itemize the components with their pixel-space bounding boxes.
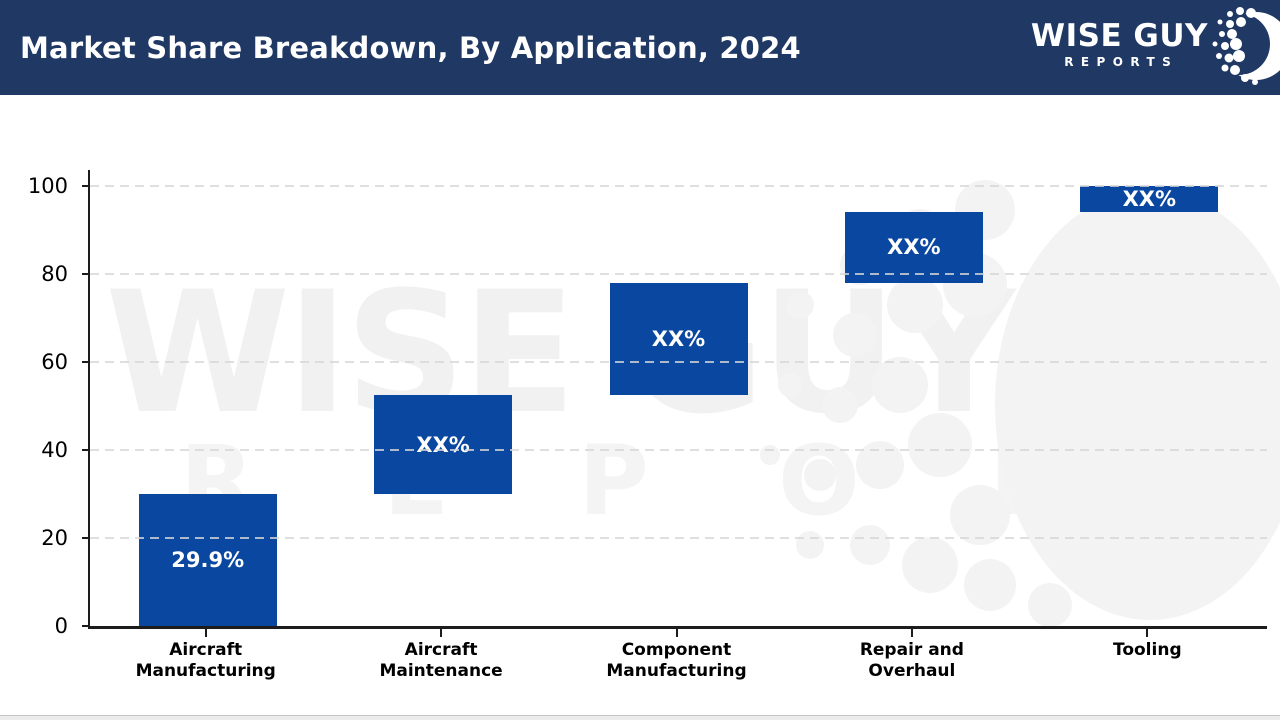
y-tick-mark-0 (82, 625, 89, 627)
bar-segment: XX% (1080, 185, 1219, 213)
wiseguy-face-icon (1208, 7, 1280, 85)
y-tick-label-80: 80 (41, 261, 68, 286)
y-tick-label-40: 40 (41, 437, 68, 462)
x-category-label: Aircraft Maintenance (379, 640, 503, 682)
bar-segment: XX% (374, 394, 513, 495)
wiseguy-logo: WISE GUY REPORTS (1030, 0, 1280, 95)
x-category-label: Repair and Overhaul (859, 640, 964, 682)
bar-value-label: XX% (887, 235, 941, 260)
page-title: Market Share Breakdown, By Application, … (20, 30, 801, 65)
gridline-100 (90, 184, 1267, 187)
gridline-60 (90, 360, 1267, 363)
bar-value-label: XX% (651, 326, 706, 351)
y-tick-mark-100 (82, 184, 89, 187)
logo-wiseguy-label: WISE GUY (1030, 18, 1208, 54)
x-category-label: Tooling (1112, 640, 1182, 660)
x-tick-mark (1146, 629, 1149, 637)
wiseguy-logo-text: WISE GUY REPORTS (1031, 20, 1208, 69)
plot-area: 29.9% XX% XX% XX% XX% (88, 170, 1267, 629)
x-category-label: Aircraft Manufacturing (135, 640, 276, 682)
gridline-40 (90, 448, 1267, 451)
y-axis-labels: 0 20 40 60 80 100 (0, 170, 82, 638)
x-tick-mark (440, 629, 443, 637)
bar-segment: 29.9% (138, 494, 277, 626)
y-tick-mark-40 (82, 448, 89, 451)
y-tick-label-0: 0 (54, 614, 68, 638)
gridline-80 (90, 272, 1267, 275)
y-tick-label-20: 20 (41, 525, 68, 550)
x-category-label: Component Manufacturing (606, 640, 747, 682)
y-tick-mark-60 (82, 360, 89, 363)
x-tick-mark (204, 629, 207, 637)
gridline-20 (90, 536, 1267, 539)
bar-segment: XX% (609, 282, 748, 395)
logo-reports-label: REPORTS (1064, 54, 1179, 69)
bar-value-label: XX% (1122, 187, 1177, 212)
y-tick-label-100: 100 (27, 173, 68, 198)
bar-value-label: 29.9% (171, 548, 245, 573)
x-tick-mark (910, 629, 913, 637)
bar-value-label: XX% (416, 432, 470, 457)
x-tick-mark (675, 629, 678, 637)
y-tick-mark-80 (82, 272, 89, 275)
bottom-rule (0, 715, 1280, 720)
y-tick-label-60: 60 (41, 349, 68, 374)
y-tick-mark-20 (82, 536, 89, 539)
header-band: Market Share Breakdown, By Application, … (0, 0, 1280, 95)
